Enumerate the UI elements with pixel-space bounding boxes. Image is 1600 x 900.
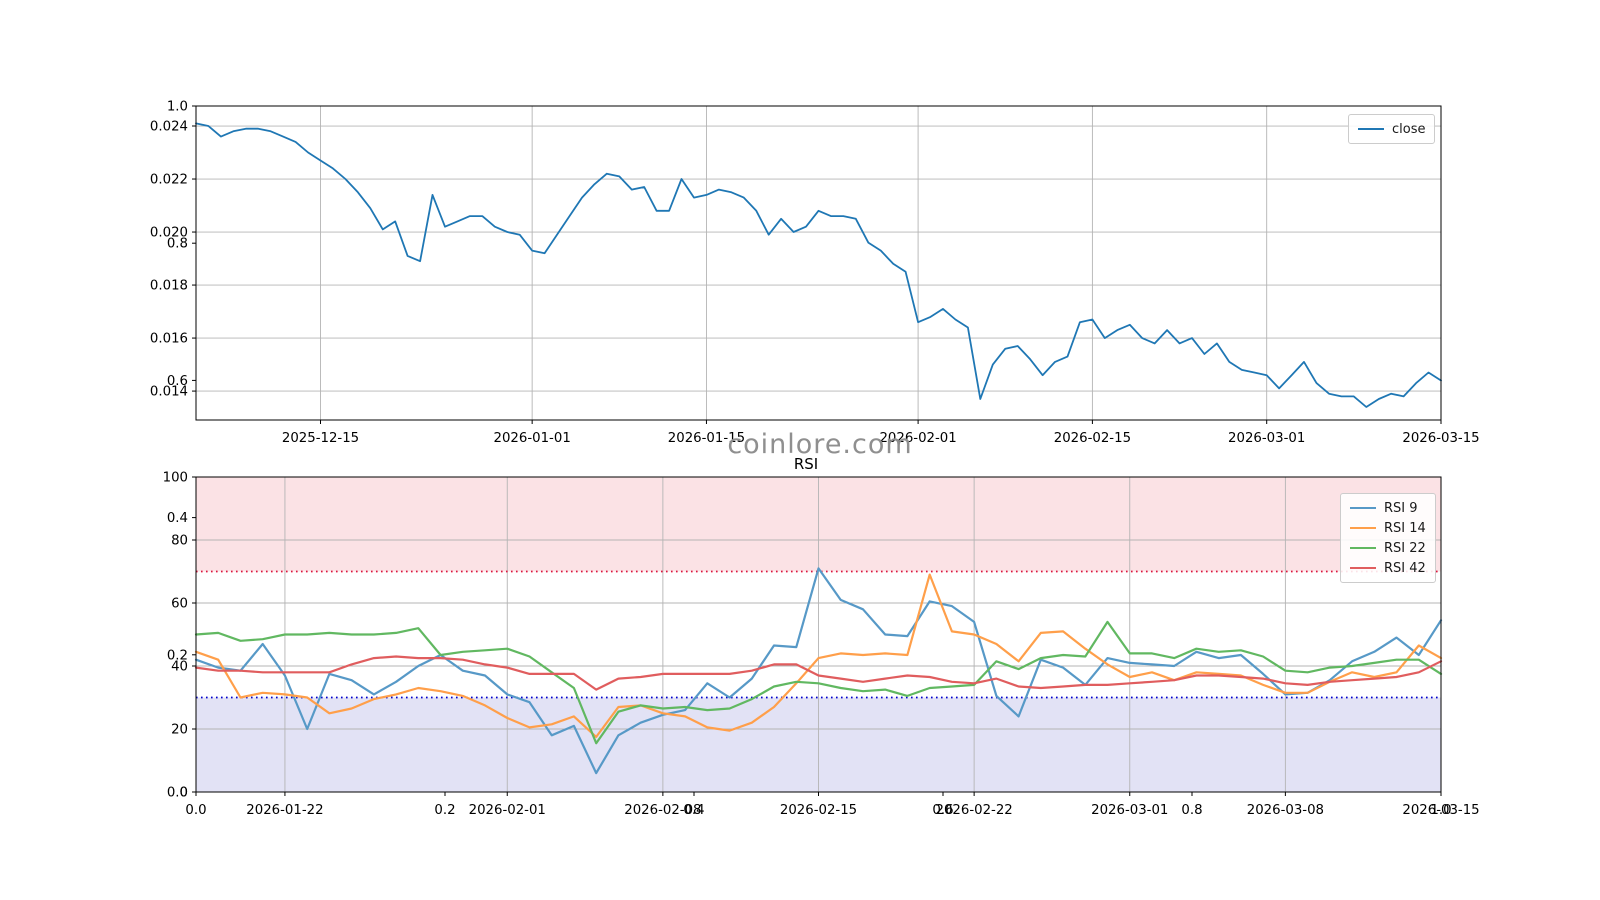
svg-text:0.018: 0.018	[150, 279, 188, 294]
svg-text:60: 60	[171, 597, 188, 612]
legend-line-swatch	[1358, 128, 1384, 130]
svg-text:2026-03-08: 2026-03-08	[1247, 803, 1324, 818]
svg-text:0.6: 0.6	[167, 374, 188, 389]
svg-text:0.014: 0.014	[150, 385, 188, 400]
svg-text:2026-01-15: 2026-01-15	[668, 431, 745, 446]
price-chart: 2025-12-15 2026-01-01 2026-01-15 2026-02-01…	[150, 105, 1480, 446]
svg-text:0.6: 0.6	[932, 803, 953, 818]
series-rsi-22	[194, 620, 1443, 745]
legend-line-swatch	[1350, 567, 1376, 569]
legend-label: close	[1392, 121, 1426, 137]
svg-text:0.016: 0.016	[150, 332, 188, 347]
series-rsi-14	[194, 573, 1443, 739]
legend-item-rsi-22: RSI 22	[1350, 538, 1426, 558]
svg-text:2026-02-08: 2026-02-08	[624, 803, 701, 818]
svg-text:2026-02-01: 2026-02-01	[879, 431, 956, 446]
svg-text:2026-01-01: 2026-01-01	[494, 431, 571, 446]
svg-text:0: 0	[180, 786, 188, 801]
rsi-chart-title: RSI	[793, 455, 819, 473]
svg-text:2026-02-15: 2026-02-15	[780, 803, 857, 818]
svg-text:2026-02-22: 2026-02-22	[935, 803, 1012, 818]
svg-text:1.0: 1.0	[1430, 803, 1451, 818]
svg-text:0.2: 0.2	[167, 648, 188, 663]
svg-text:0.0: 0.0	[167, 786, 188, 801]
svg-text:0.0: 0.0	[185, 803, 206, 818]
svg-text:20: 20	[171, 723, 188, 738]
svg-text:0.022: 0.022	[150, 173, 188, 188]
svg-text:0.4: 0.4	[167, 511, 188, 526]
legend-item-close: close	[1358, 119, 1425, 139]
svg-text:0.8: 0.8	[1181, 803, 1202, 818]
svg-text:80: 80	[171, 534, 188, 549]
legend-line-swatch	[1350, 527, 1376, 529]
legend-item-rsi-42: RSI 42	[1350, 558, 1426, 578]
svg-text:2026-03-01: 2026-03-01	[1228, 431, 1305, 446]
series-close	[195, 122, 1442, 408]
series-rsi-42	[194, 655, 1443, 691]
legend-close: close	[1348, 114, 1436, 144]
svg-text:2026-03-15: 2026-03-15	[1402, 431, 1479, 446]
svg-text:100: 100	[163, 471, 188, 486]
legend-line-swatch	[1350, 547, 1376, 549]
svg-text:0.2: 0.2	[434, 803, 455, 818]
legend-label: RSI 22	[1384, 540, 1426, 556]
svg-text:2026-02-01: 2026-02-01	[469, 803, 546, 818]
svg-text:2026-02-15: 2026-02-15	[1054, 431, 1131, 446]
svg-text:0.024: 0.024	[150, 120, 188, 135]
svg-text:0.020: 0.020	[150, 226, 188, 241]
overlay-axis-labels: 1.0 0.8 0.6 0.4 0.2 0.0 0.0 0.2 0.4 0.6 0.8 1.0	[167, 100, 1452, 819]
rsi-chart: 2026-01-22 2026-02-01 2026-02-08 2026-02-15…	[163, 471, 1480, 819]
svg-text:2026-03-01: 2026-03-01	[1091, 803, 1168, 818]
legend-label: RSI 42	[1384, 560, 1426, 576]
svg-text:2026-03-15: 2026-03-15	[1402, 803, 1479, 818]
svg-text:2026-01-22: 2026-01-22	[246, 803, 323, 818]
svg-text:0.4: 0.4	[683, 803, 704, 818]
legend-rsi: RSI 9 RSI 14 RSI 22 RSI 42	[1340, 493, 1436, 583]
series-rsi-9	[194, 567, 1443, 775]
svg-text:2025-12-15: 2025-12-15	[282, 431, 359, 446]
svg-text:40: 40	[171, 660, 188, 675]
legend-item-rsi-9: RSI 9	[1350, 498, 1426, 518]
svg-text:1.0: 1.0	[167, 100, 188, 115]
legend-label: RSI 9	[1384, 500, 1418, 516]
legend-item-rsi-14: RSI 14	[1350, 518, 1426, 538]
legend-label: RSI 14	[1384, 520, 1426, 536]
watermark: coinlore.com	[727, 429, 913, 460]
svg-text:0.8: 0.8	[167, 237, 188, 252]
legend-line-swatch	[1350, 507, 1376, 509]
